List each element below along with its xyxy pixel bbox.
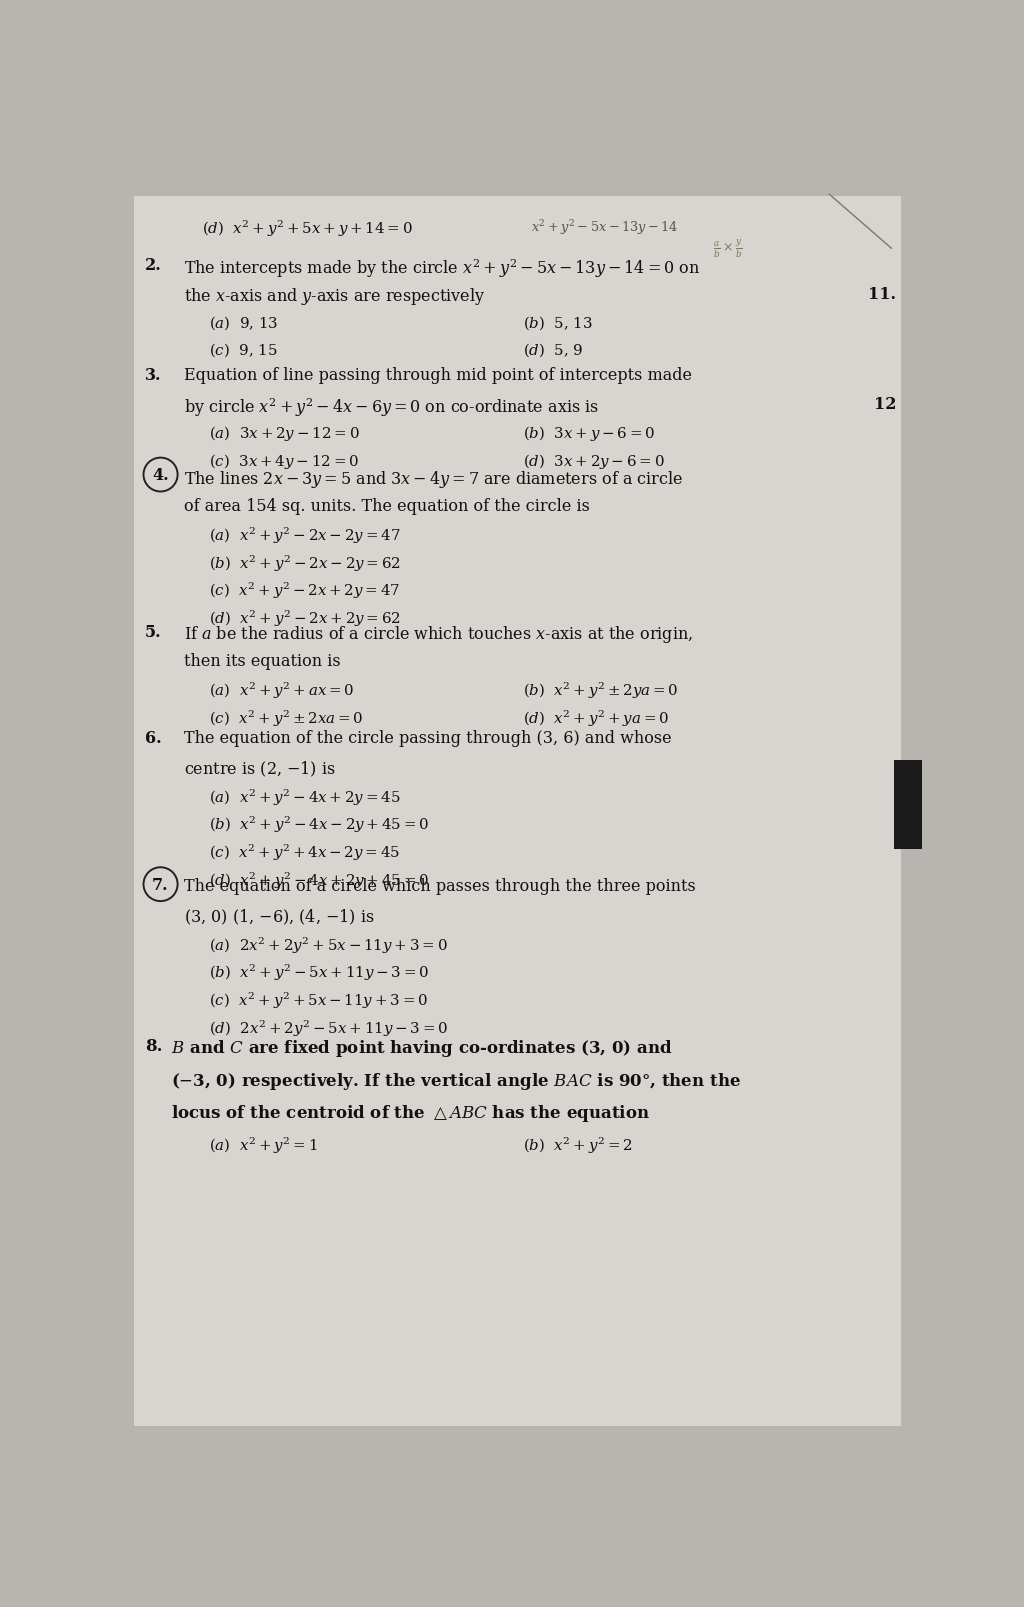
Text: $(d)$  5, 9: $(d)$ 5, 9	[523, 341, 584, 358]
Text: 3.: 3.	[145, 366, 162, 384]
Text: The equation of a circle which passes through the three points: The equation of a circle which passes th…	[183, 877, 695, 895]
Text: $(a)$  $3x+2y-12=0$: $(a)$ $3x+2y-12=0$	[209, 424, 360, 442]
Text: $(b)$  5, 13: $(b)$ 5, 13	[523, 313, 593, 331]
Bar	[894, 760, 922, 848]
Text: Equation of line passing through mid point of intercepts made: Equation of line passing through mid poi…	[183, 366, 692, 384]
Text: $(c)$  $x^2+y^2-2x+2y=47$: $(c)$ $x^2+y^2-2x+2y=47$	[209, 580, 400, 601]
Text: (3, 0) (1, $-$6), (4, $-$1) is: (3, 0) (1, $-$6), (4, $-$1) is	[183, 906, 375, 926]
Text: $(a)$  9, 13: $(a)$ 9, 13	[209, 313, 279, 331]
Text: ($-$3, 0) respectively. If the vertical angle $BAC$ is 90°, then the: ($-$3, 0) respectively. If the vertical …	[171, 1070, 740, 1091]
Text: $(d)$  $x^2+y^2+5x+y+14=0$: $(d)$ $x^2+y^2+5x+y+14=0$	[202, 219, 413, 238]
Text: $(b)$  $x^2+y^2\pm 2ya=0$: $(b)$ $x^2+y^2\pm 2ya=0$	[523, 681, 679, 701]
Text: of area 154 sq. units. The equation of the circle is: of area 154 sq. units. The equation of t…	[183, 498, 590, 514]
Text: The lines $2x-3y=5$ and $3x-4y=7$ are diameters of a circle: The lines $2x-3y=5$ and $3x-4y=7$ are di…	[183, 468, 683, 489]
Text: centre is (2, $-$1) is: centre is (2, $-$1) is	[183, 759, 336, 778]
Text: 8.: 8.	[145, 1038, 163, 1054]
Text: The equation of the circle passing through (3, 6) and whose: The equation of the circle passing throu…	[183, 730, 672, 747]
Text: $(c)$  9, 15: $(c)$ 9, 15	[209, 341, 278, 358]
Text: $(a)$  $2x^2+2y^2+5x-11y+3=0$: $(a)$ $2x^2+2y^2+5x-11y+3=0$	[209, 935, 449, 955]
Text: $(b)$  $x^2+y^2-4x-2y+45=0$: $(b)$ $x^2+y^2-4x-2y+45=0$	[209, 815, 430, 836]
Text: 7.: 7.	[153, 876, 169, 893]
Text: $(c)$  $x^2+y^2+5x-11y+3=0$: $(c)$ $x^2+y^2+5x-11y+3=0$	[209, 990, 428, 1011]
Text: $(d)$  $x^2+y^2+ya=0$: $(d)$ $x^2+y^2+ya=0$	[523, 709, 670, 728]
Text: $(a)$  $x^2+y^2+ax=0$: $(a)$ $x^2+y^2+ax=0$	[209, 681, 354, 701]
Text: then its equation is: then its equation is	[183, 652, 340, 670]
Text: $(d)$  $2x^2+2y^2-5x+11y-3=0$: $(d)$ $2x^2+2y^2-5x+11y-3=0$	[209, 1017, 449, 1038]
Text: 12: 12	[873, 395, 896, 413]
Text: $(c)$  $3x+4y-12=0$: $(c)$ $3x+4y-12=0$	[209, 452, 359, 471]
Text: the $x$-axis and $y$-axis are respectively: the $x$-axis and $y$-axis are respective…	[183, 286, 485, 307]
Text: 6.: 6.	[145, 730, 162, 747]
Text: If $a$ be the radius of a circle which touches $x$-axis at the origin,: If $a$ be the radius of a circle which t…	[183, 624, 693, 644]
Text: $(b)$  $3x+y-6=0$: $(b)$ $3x+y-6=0$	[523, 424, 655, 442]
Text: $(c)$  $x^2+y^2+4x-2y=45$: $(c)$ $x^2+y^2+4x-2y=45$	[209, 842, 400, 863]
Text: $(b)$  $x^2+y^2-2x-2y=62$: $(b)$ $x^2+y^2-2x-2y=62$	[209, 553, 401, 574]
Text: $x^2+y^2-5x-13y-14$: $x^2+y^2-5x-13y-14$	[531, 219, 678, 238]
Text: 5.: 5.	[145, 624, 162, 641]
Text: $\frac{a}{b}\times\frac{y}{b}$: $\frac{a}{b}\times\frac{y}{b}$	[713, 238, 743, 260]
Text: 2.: 2.	[145, 257, 162, 273]
Text: $(c)$  $x^2+y^2\pm 2xa=0$: $(c)$ $x^2+y^2\pm 2xa=0$	[209, 709, 364, 728]
Text: $(a)$  $x^2+y^2=1$: $(a)$ $x^2+y^2=1$	[209, 1135, 317, 1155]
Text: $(a)$  $x^2+y^2-2x-2y=47$: $(a)$ $x^2+y^2-2x-2y=47$	[209, 525, 401, 545]
Text: The intercepts made by the circle $x^2+y^2-5x-13y-14=0$ on: The intercepts made by the circle $x^2+y…	[183, 257, 700, 280]
Text: $(d)$  $x^2+y^2-2x+2y=62$: $(d)$ $x^2+y^2-2x+2y=62$	[209, 609, 401, 628]
Text: by circle $x^2+y^2-4x-6y=0$ on co-ordinate axis is: by circle $x^2+y^2-4x-6y=0$ on co-ordina…	[183, 395, 599, 419]
Text: 11.: 11.	[868, 286, 896, 304]
Text: $(a)$  $x^2+y^2-4x+2y=45$: $(a)$ $x^2+y^2-4x+2y=45$	[209, 787, 401, 807]
Text: $(d)$  $3x+2y-6=0$: $(d)$ $3x+2y-6=0$	[523, 452, 665, 471]
Text: 4.: 4.	[153, 466, 169, 484]
Text: locus of the centroid of the $\triangle ABC$ has the equation: locus of the centroid of the $\triangle …	[171, 1102, 649, 1123]
Text: $B$ and $C$ are fixed point having co-ordinates (3, 0) and: $B$ and $C$ are fixed point having co-or…	[171, 1038, 673, 1059]
Text: $(b)$  $x^2+y^2-5x+11y-3=0$: $(b)$ $x^2+y^2-5x+11y-3=0$	[209, 963, 430, 982]
Text: $(b)$  $x^2+y^2=2$: $(b)$ $x^2+y^2=2$	[523, 1135, 633, 1155]
Text: $(d)$  $x^2+y^2-4x+2y+45=0$: $(d)$ $x^2+y^2-4x+2y+45=0$	[209, 869, 430, 890]
